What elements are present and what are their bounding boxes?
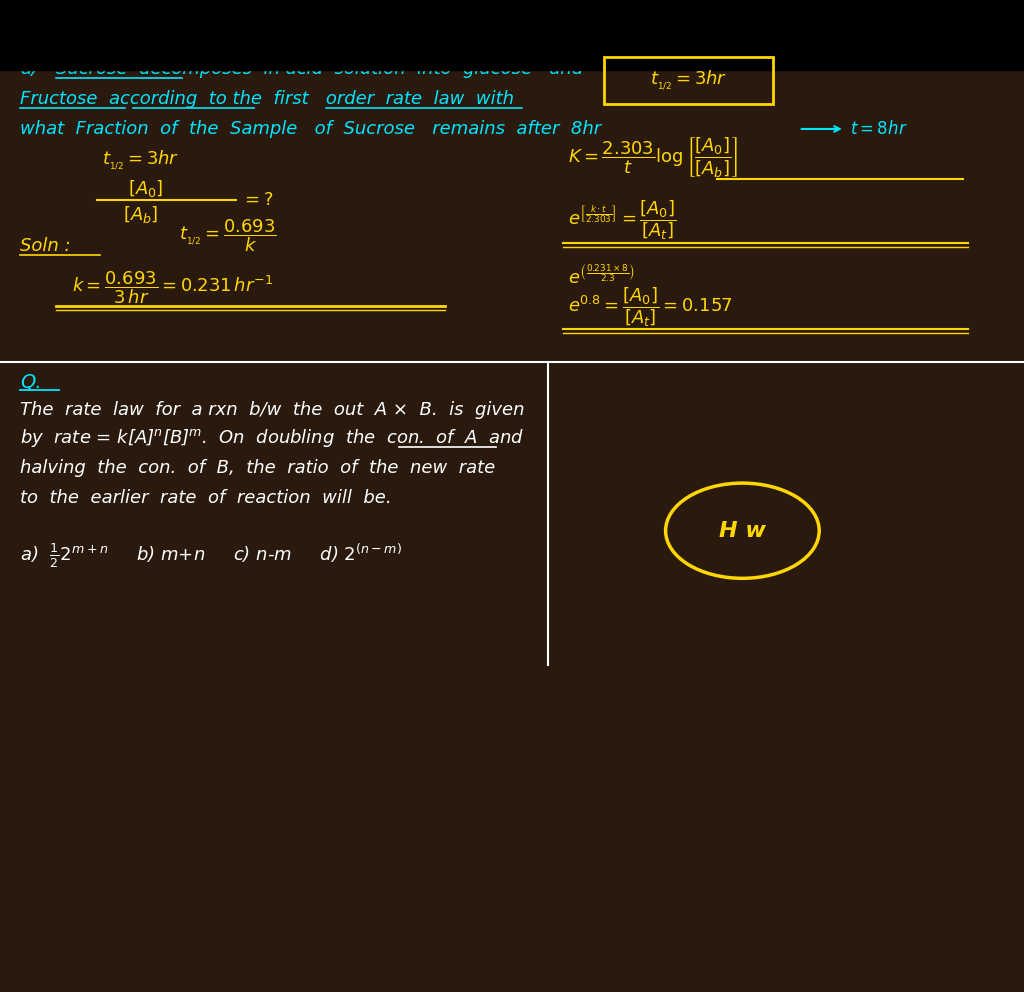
Text: H w: H w [719,521,766,541]
Text: $t_{_{1/2}} = 3hr$: $t_{_{1/2}} = 3hr$ [102,149,179,173]
Text: $= ?$: $= ?$ [241,191,273,209]
Bar [0,0,1024,70]
Text: what  Fraction  of  the  Sample   of  Sucrose   remains  after  8hr: what Fraction of the Sample of Sucrose r… [20,120,602,138]
Text: $[A_0]$: $[A_0]$ [128,178,164,199]
Text: Soln :: Soln : [20,237,71,255]
Text: $t_{_{1/2}} = 3hr$: $t_{_{1/2}} = 3hr$ [650,68,727,92]
Text: $t_{_{1/2}} = \dfrac{0.693}{k}$: $t_{_{1/2}} = \dfrac{0.693}{k}$ [179,218,276,254]
Text: Sucrose  decomposes  in acid  solution  into  glucose   and: Sucrose decomposes in acid solution into… [56,61,584,78]
Text: Q.: Q. [20,372,42,392]
Text: $K = \dfrac{2.303}{t} \log \left[\dfrac{[A_0]}{[A_b]}\right]$: $K = \dfrac{2.303}{t} \log \left[\dfrac{… [568,135,738,179]
Text: halving  the  con.  of  B,  the  ratio  of  the  new  rate: halving the con. of B, the ratio of the … [20,459,496,477]
Text: $k = \dfrac{0.693}{3\,hr} = 0.231\,hr^{-1}$: $k = \dfrac{0.693}{3\,hr} = 0.231\,hr^{-… [72,270,272,306]
Text: a): a) [20,61,39,78]
Text: Fructose  according  to the  first   order  rate  law  with: Fructose according to the first order ra… [20,90,514,108]
Text: $[A_b]$: $[A_b]$ [123,203,159,225]
Text: to  the  earlier  rate  of  reaction  will  be.: to the earlier rate of reaction will be. [20,489,392,507]
Text: a)  $\frac{1}{2}2^{m+n}$     b) m+n     c) n-m     d) $2^{(n-m)}$: a) $\frac{1}{2}2^{m+n}$ b) m+n c) n-m d)… [20,542,402,569]
Text: $t = 8hr$: $t = 8hr$ [850,120,907,138]
Text: $e^{\left[\frac{k \cdot t}{2.303}\right]} = \dfrac{[A_0]}{[A_t]}$: $e^{\left[\frac{k \cdot t}{2.303}\right]… [568,198,677,242]
Text: by  rate = k[A]$^n$[B]$^m$.  On  doubling  the  con.  of  A  and: by rate = k[A]$^n$[B]$^m$. On doubling t… [20,428,524,449]
Text: $e^{0.8} = \dfrac{[A_0]}{[A_t]} = 0.157$: $e^{0.8} = \dfrac{[A_0]}{[A_t]} = 0.157$ [568,286,732,329]
Text: The  rate  law  for  a rxn  b/w  the  out  A ×  B.  is  given: The rate law for a rxn b/w the out A × B… [20,401,525,419]
Text: $e^{\left(\frac{0.231 \times 8}{2.3}\right)}$: $e^{\left(\frac{0.231 \times 8}{2.3}\rig… [568,264,636,288]
